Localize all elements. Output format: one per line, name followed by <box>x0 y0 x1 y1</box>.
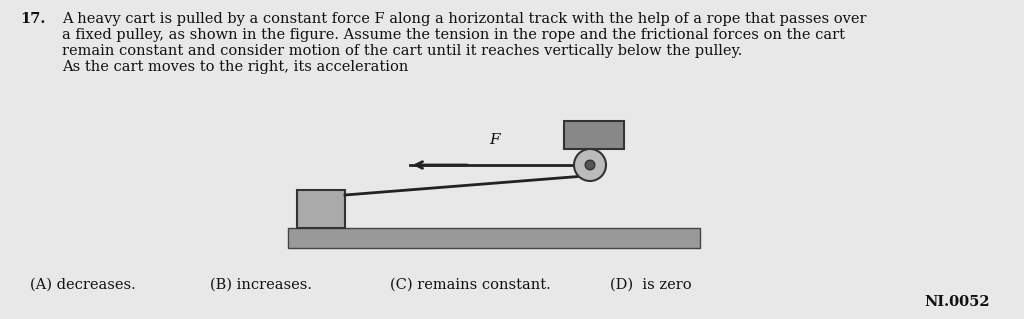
Text: As the cart moves to the right, its acceleration: As the cart moves to the right, its acce… <box>62 60 409 74</box>
Text: (B) increases.: (B) increases. <box>210 278 312 292</box>
Text: F: F <box>489 133 501 147</box>
Circle shape <box>585 160 595 170</box>
Text: A heavy cart is pulled by a constant force F along a horizontal track with the h: A heavy cart is pulled by a constant for… <box>62 12 866 26</box>
Text: (C) remains constant.: (C) remains constant. <box>390 278 551 292</box>
Bar <box>288 228 700 248</box>
Text: a fixed pulley, as shown in the figure. Assume the tension in the rope and the f: a fixed pulley, as shown in the figure. … <box>62 28 845 42</box>
Text: (D)  is zero: (D) is zero <box>610 278 691 292</box>
Text: 17.: 17. <box>20 12 45 26</box>
Text: NI.0052: NI.0052 <box>925 295 990 309</box>
Text: remain constant and consider motion of the cart until it reaches vertically belo: remain constant and consider motion of t… <box>62 44 742 58</box>
Bar <box>297 190 345 228</box>
Bar <box>564 121 624 149</box>
Circle shape <box>574 149 606 181</box>
Text: (A) decreases.: (A) decreases. <box>30 278 136 292</box>
